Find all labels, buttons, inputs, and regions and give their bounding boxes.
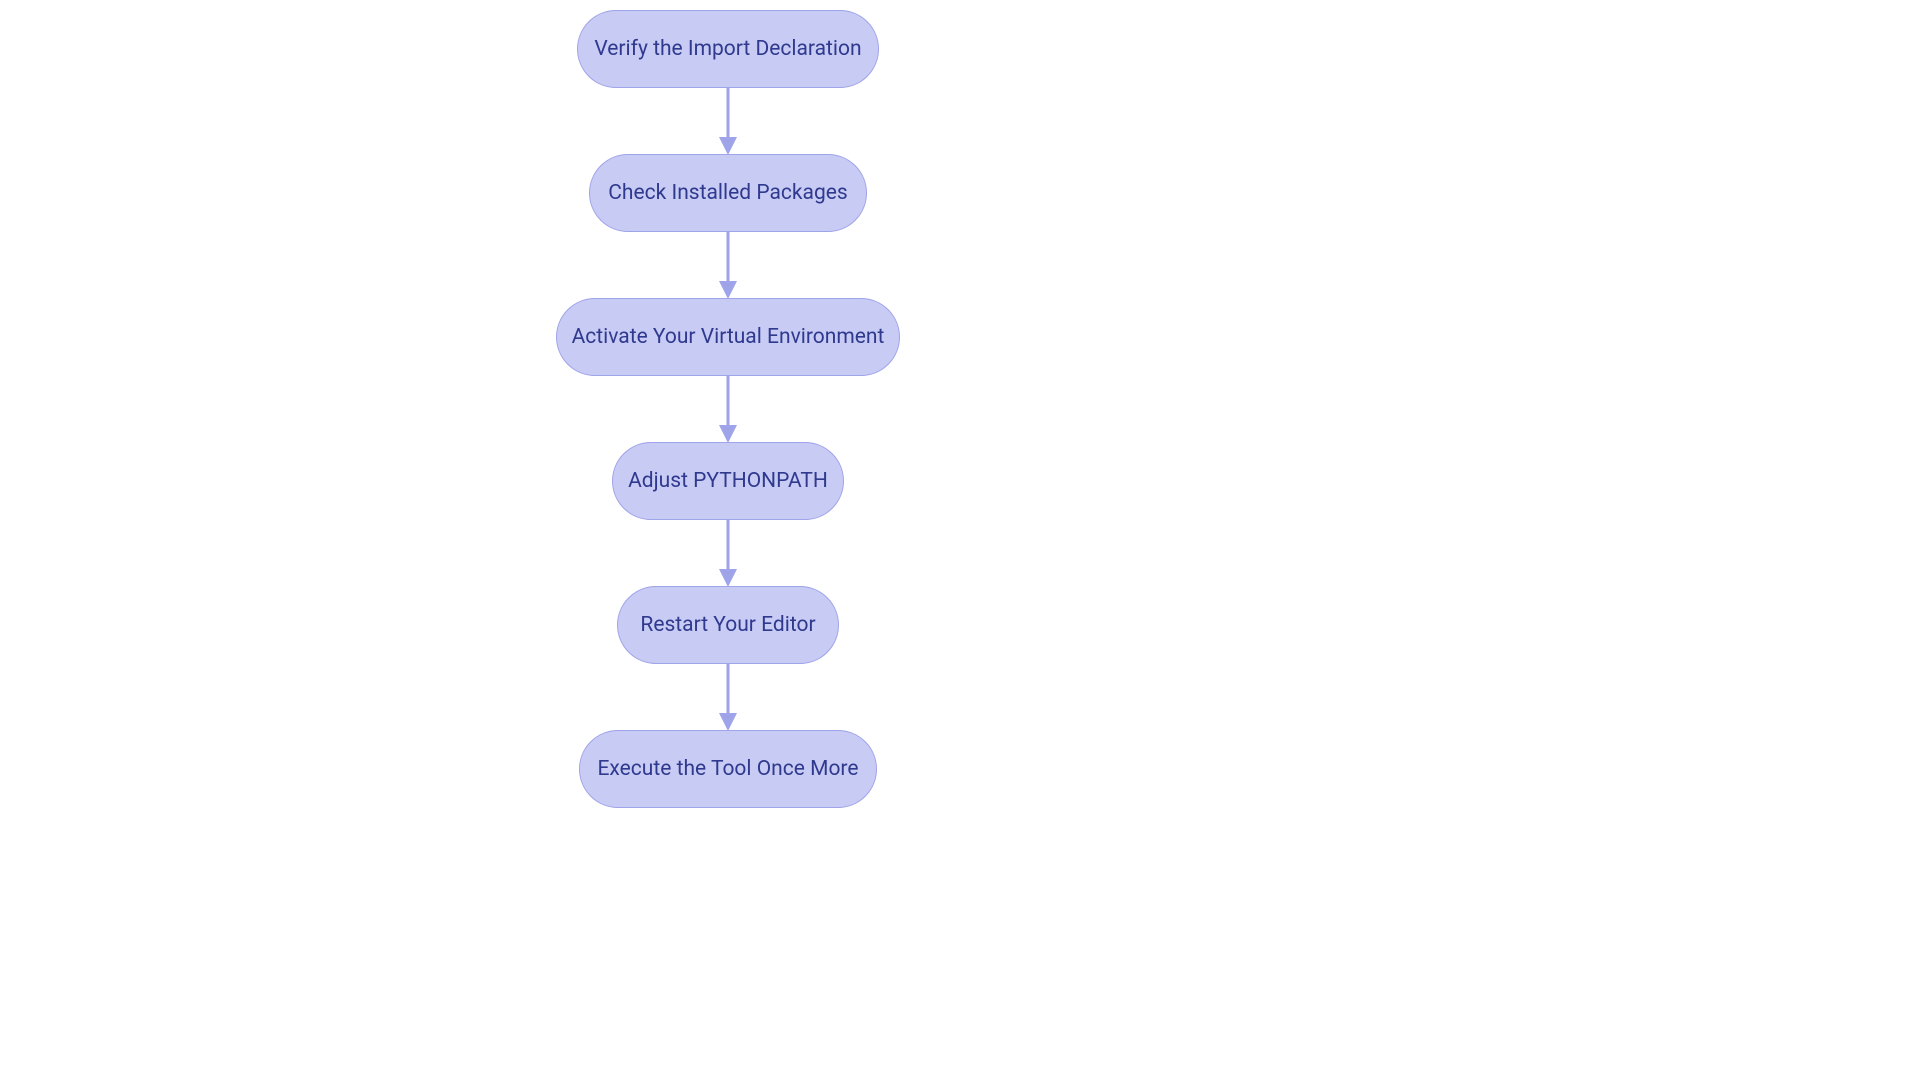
flowchart-node: Check Installed Packages bbox=[589, 154, 867, 232]
flowchart-node-label: Activate Your Virtual Environment bbox=[572, 325, 885, 349]
flowchart-node: Activate Your Virtual Environment bbox=[556, 298, 900, 376]
flowchart-node-label: Adjust PYTHONPATH bbox=[628, 469, 828, 493]
flowchart-node: Execute the Tool Once More bbox=[579, 730, 877, 808]
flowchart-node: Restart Your Editor bbox=[617, 586, 839, 664]
flowchart-edges bbox=[0, 0, 1920, 1083]
flowchart-node-label: Restart Your Editor bbox=[640, 613, 815, 637]
flowchart-node-label: Verify the Import Declaration bbox=[594, 37, 861, 61]
flowchart-node: Adjust PYTHONPATH bbox=[612, 442, 844, 520]
flowchart-node: Verify the Import Declaration bbox=[577, 10, 879, 88]
flowchart-node-label: Execute the Tool Once More bbox=[598, 757, 859, 781]
flowchart-node-label: Check Installed Packages bbox=[608, 181, 847, 205]
flowchart-canvas: Verify the Import Declaration Check Insta… bbox=[0, 0, 1920, 1083]
